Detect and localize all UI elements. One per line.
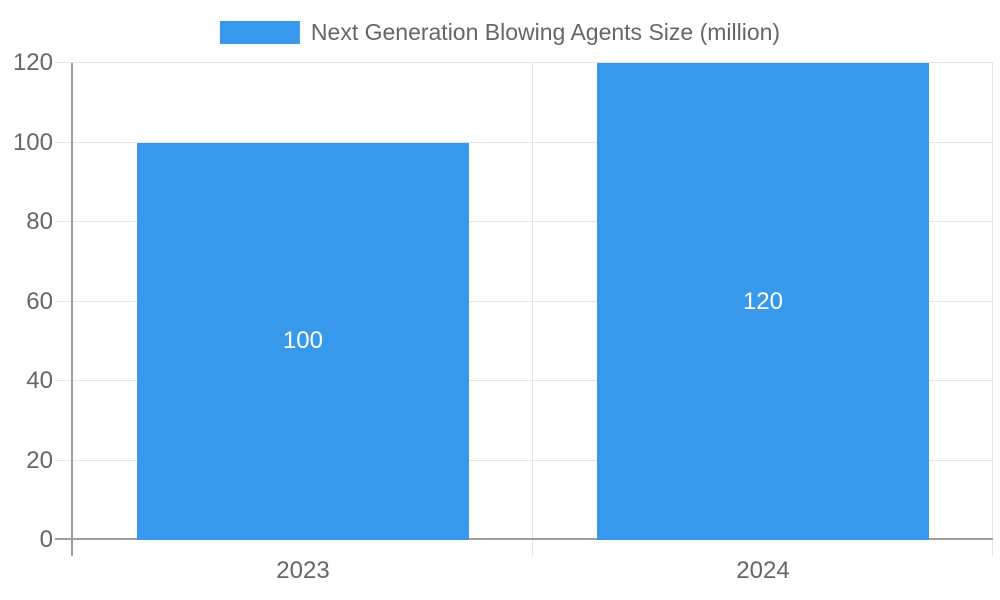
y-axis-tick (55, 221, 73, 222)
y-axis-label: 100 (12, 128, 53, 156)
x-axis-label: 2023 (276, 557, 330, 584)
y-axis-label: 0 (39, 526, 53, 553)
gridline (73, 459, 993, 461)
y-axis-label: 80 (26, 208, 53, 235)
y-axis-label: 60 (26, 287, 53, 315)
y-axis-label: 120 (12, 49, 53, 76)
legend: Next Generation Blowing Agents Size (mil… (219, 19, 781, 46)
bar-value-label: 100 (282, 327, 323, 355)
category-separator (992, 63, 993, 556)
gridline (73, 141, 993, 143)
legend-swatch (219, 21, 300, 44)
y-axis-tick (55, 62, 73, 63)
bar (137, 142, 469, 540)
legend-label: Next Generation Blowing Agents Size (mil… (310, 19, 781, 45)
y-axis-line (71, 63, 73, 556)
gridline (73, 300, 993, 302)
x-axis-label: 2024 (736, 557, 790, 584)
y-axis-tick (55, 380, 73, 381)
x-axis-baseline (55, 538, 993, 540)
gridline (73, 221, 993, 222)
gridline (73, 380, 993, 381)
y-axis-label: 20 (26, 446, 53, 474)
category-separator (532, 63, 533, 556)
y-axis-tick (55, 459, 73, 461)
y-axis-tick (55, 141, 73, 143)
y-axis-label: 40 (26, 367, 53, 394)
gridline (73, 62, 993, 63)
bar-value-label: 120 (742, 287, 783, 315)
y-axis-tick (55, 300, 73, 302)
bar (597, 63, 929, 540)
